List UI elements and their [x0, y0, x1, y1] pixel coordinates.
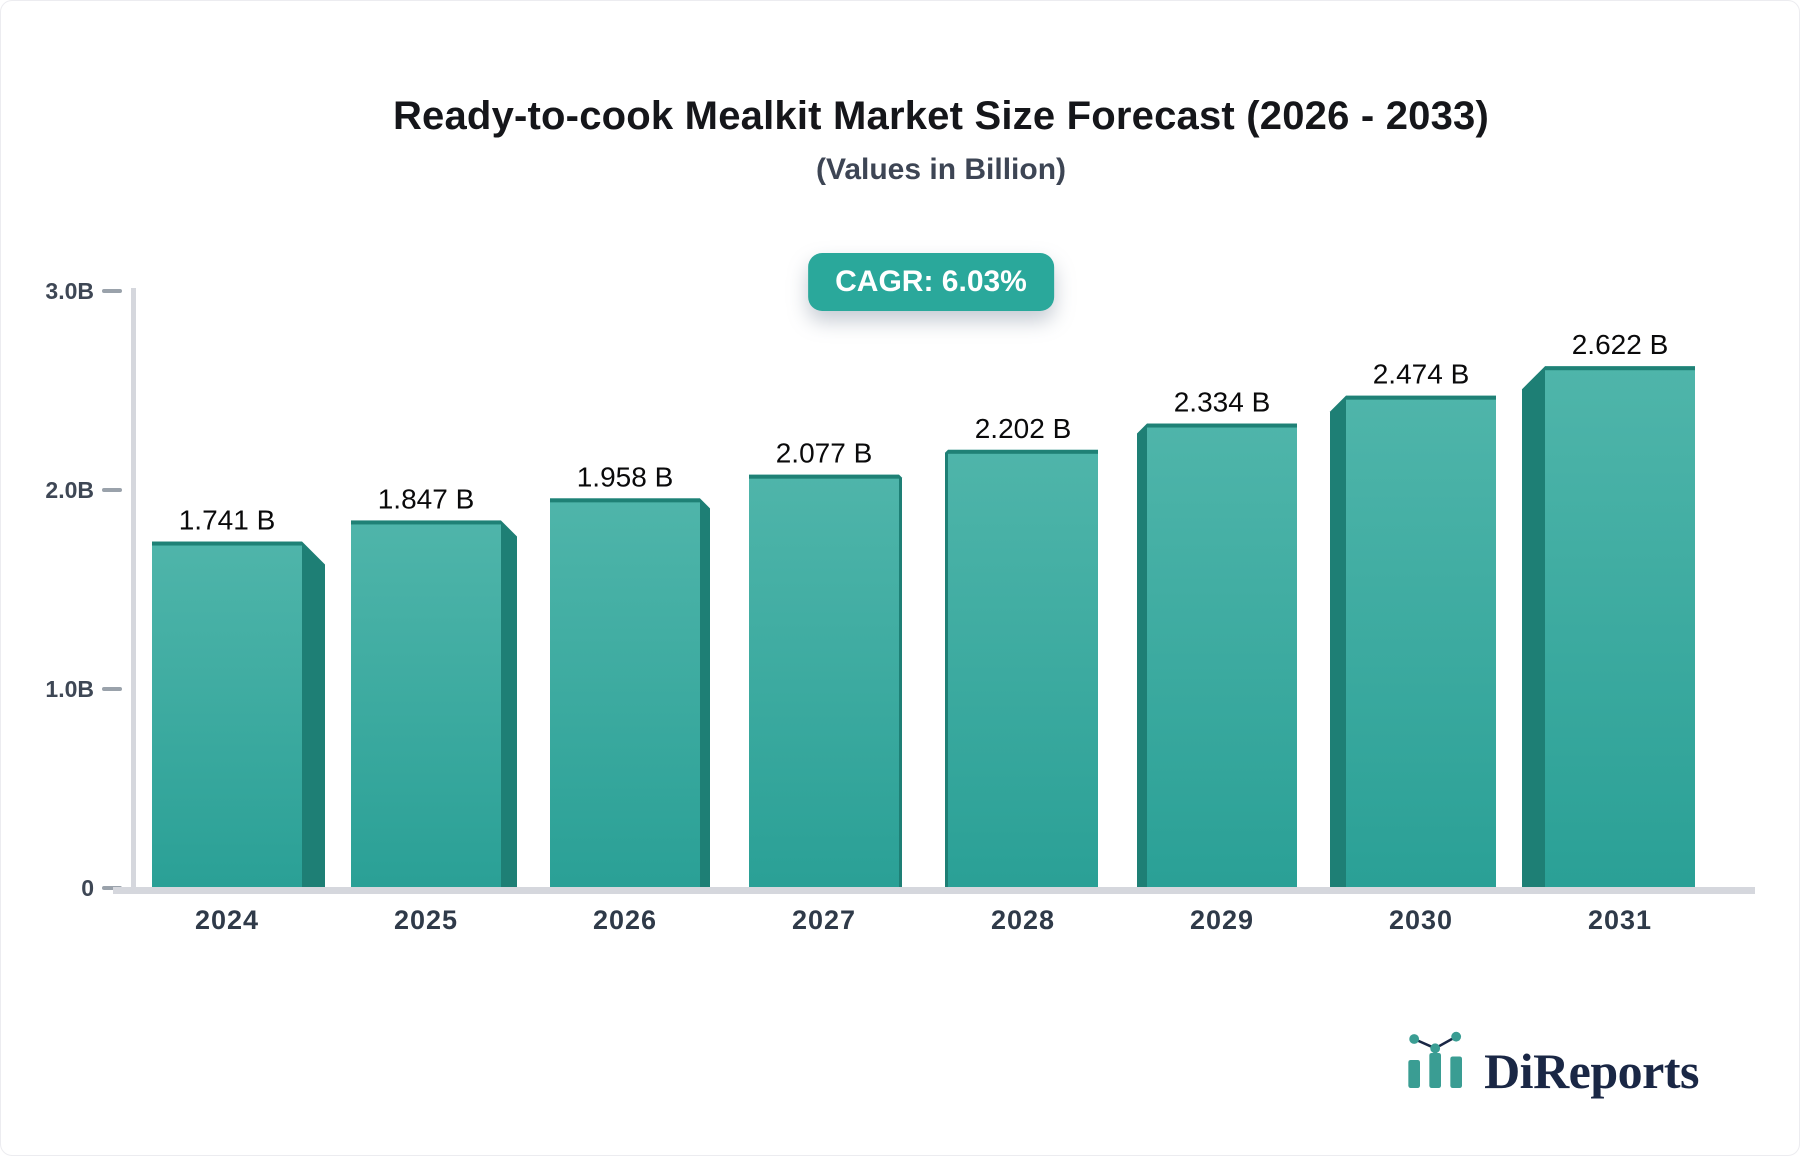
- cagr-badge: CAGR: 6.03%: [808, 253, 1054, 311]
- bar-side-face: [302, 541, 325, 888]
- bar-top-edge: [948, 449, 1098, 454]
- bar-side-face: [899, 474, 902, 888]
- bar-face: [152, 541, 302, 888]
- x-category-label: 2031: [1588, 905, 1652, 935]
- bar-face: [749, 474, 899, 888]
- bar-face: [1346, 395, 1496, 888]
- chart-header: Ready-to-cook Mealkit Market Size Foreca…: [131, 93, 1751, 187]
- bar-top-edge: [1346, 395, 1496, 400]
- y-tick-label: 2.0B: [45, 477, 94, 503]
- chart-title: Ready-to-cook Mealkit Market Size Foreca…: [392, 94, 1490, 138]
- x-category-label: 2028: [991, 905, 1055, 935]
- x-category-label: 2029: [1190, 905, 1254, 935]
- bar-value-label: 2.334 B: [1174, 387, 1271, 418]
- bar-group-2030: 2.474 B 2030: [1330, 359, 1496, 935]
- y-tick-label: 3.0B: [45, 278, 94, 304]
- bar-side-face: [1330, 395, 1346, 888]
- logo-text: DiReports: [1484, 1043, 1699, 1099]
- x-category-label: 2026: [593, 905, 657, 935]
- bar-side-face: [501, 520, 517, 888]
- y-tick-dash: [102, 488, 122, 492]
- bar-value-label: 2.202 B: [975, 413, 1072, 444]
- x-category-label: 2024: [195, 905, 259, 935]
- bar-side-face: [700, 498, 710, 888]
- bar-group-2028: 2.202 B 2028: [945, 413, 1098, 935]
- bar-group-2029: 2.334 B 2029: [1137, 387, 1297, 935]
- bar-group-2031: 2.622 B 2031: [1522, 329, 1695, 935]
- bar-top-edge: [749, 474, 899, 479]
- bar-value-label: 2.077 B: [776, 438, 873, 469]
- bar-value-label: 2.474 B: [1373, 359, 1470, 390]
- chart-subtitle: (Values in Billion): [815, 153, 1067, 186]
- bar-value-label: 1.847 B: [378, 483, 475, 514]
- bar-top-edge: [351, 520, 501, 525]
- x-axis-line: [113, 887, 1755, 894]
- bar-top-edge: [152, 541, 302, 546]
- bar-side-face: [1522, 366, 1545, 888]
- bar-face: [351, 520, 501, 888]
- bar-value-label: 1.958 B: [577, 461, 674, 492]
- y-tick-label: 0: [81, 875, 94, 901]
- bar-face: [1147, 423, 1297, 888]
- bar-top-edge: [1147, 423, 1297, 428]
- x-category-label: 2027: [792, 905, 856, 935]
- x-category-label: 2030: [1389, 905, 1453, 935]
- x-category-label: 2025: [394, 905, 458, 935]
- bar-group-2027: 2.077 B 2027: [749, 438, 902, 935]
- bar-group-2025: 1.847 B 2025: [351, 483, 517, 935]
- y-tick-dash: [102, 289, 122, 293]
- bar-side-face: [1137, 423, 1147, 888]
- bar-side-face: [945, 449, 948, 888]
- y-axis-line: [131, 288, 136, 894]
- bar-face: [948, 449, 1098, 888]
- bar-value-label: 1.741 B: [179, 505, 276, 536]
- bar-top-edge: [1545, 366, 1695, 371]
- bar-group-2026: 1.958 B 2026: [550, 461, 710, 935]
- y-tick-label: 1.0B: [45, 676, 94, 702]
- mini-bar-chart-icon: [1406, 1029, 1476, 1096]
- bar-value-label: 2.622 B: [1572, 329, 1669, 360]
- direports-logo: DiReports: [1406, 1029, 1699, 1096]
- bar-face: [1545, 366, 1695, 888]
- bar-top-edge: [550, 498, 700, 503]
- bar-group-2024: 1.741 B 2024: [152, 505, 325, 935]
- bar-face: [550, 498, 700, 888]
- y-tick-dash: [102, 687, 122, 691]
